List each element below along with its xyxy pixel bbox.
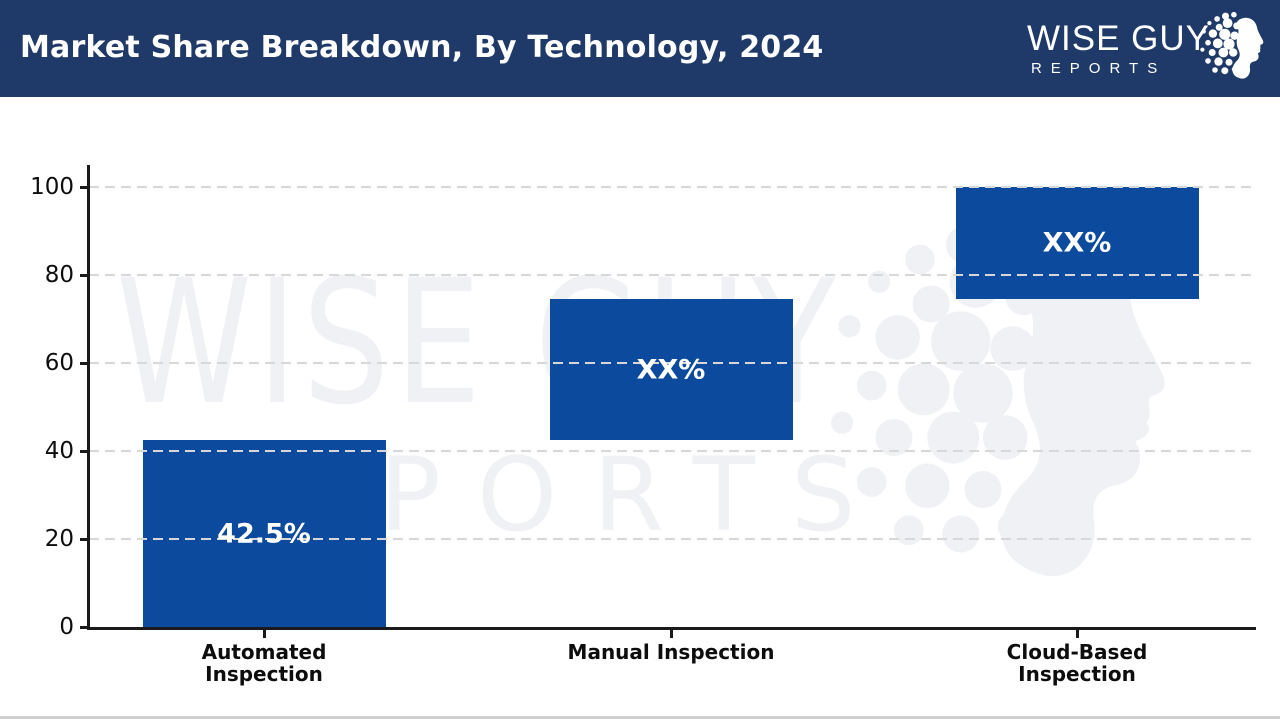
y-tick-60 (80, 362, 89, 365)
x-tick-1 (263, 629, 266, 638)
x-category-label-2: Manual Inspection (567, 640, 775, 664)
bar-value-label: XX% (636, 354, 706, 386)
y-tick-label-100: 100 (30, 174, 74, 200)
bar-2 (549, 299, 793, 440)
logo-wordmark: WISE GUY (1026, 19, 1210, 58)
header-bar: Market Share Breakdown, By Technology, 2… (0, 0, 1280, 97)
chart-area: WISE GUY REPORTS 42.5% XX% XX% 0 20 40 60 80 100… (0, 97, 1280, 720)
gridline-40 (89, 450, 1256, 452)
x-category-label-3: Cloud-Based Inspection (1006, 640, 1148, 686)
y-axis-line (87, 165, 90, 629)
gridline-60 (89, 362, 1256, 364)
y-tick-label-0: 0 (59, 614, 74, 640)
y-tick-40 (80, 450, 89, 453)
y-tick-label-60: 60 (44, 350, 74, 376)
wiseguy-logo: WISE GUY REPORTS (1027, 6, 1264, 92)
y-tick-label-40: 40 (44, 438, 74, 464)
gridline-80 (89, 274, 1256, 276)
gridline-100 (89, 186, 1256, 188)
x-tick-3 (1076, 629, 1079, 638)
logo-subtitle: REPORTS (1030, 60, 1167, 77)
logo-text: WISE GUY REPORTS (1027, 21, 1210, 77)
bar-value-label: 42.5% (217, 518, 311, 549)
chart-title: Market Share Breakdown, By Technology, 2… (20, 29, 824, 65)
wiseguy-head-icon (1200, 11, 1264, 79)
y-tick-20 (80, 538, 89, 541)
bar-value-label: XX% (1042, 227, 1112, 259)
x-tick-2 (670, 629, 673, 638)
y-tick-80 (80, 274, 89, 277)
y-tick-label-20: 20 (44, 526, 74, 552)
gridline-20 (89, 538, 1256, 540)
bar-1 (142, 440, 386, 627)
x-axis-line (87, 627, 1256, 630)
x-category-label-1: Automated Inspection (201, 640, 327, 686)
y-tick-100 (80, 186, 89, 189)
y-tick-0 (80, 626, 89, 629)
y-tick-label-80: 80 (44, 262, 74, 288)
bottom-divider (0, 716, 1280, 719)
